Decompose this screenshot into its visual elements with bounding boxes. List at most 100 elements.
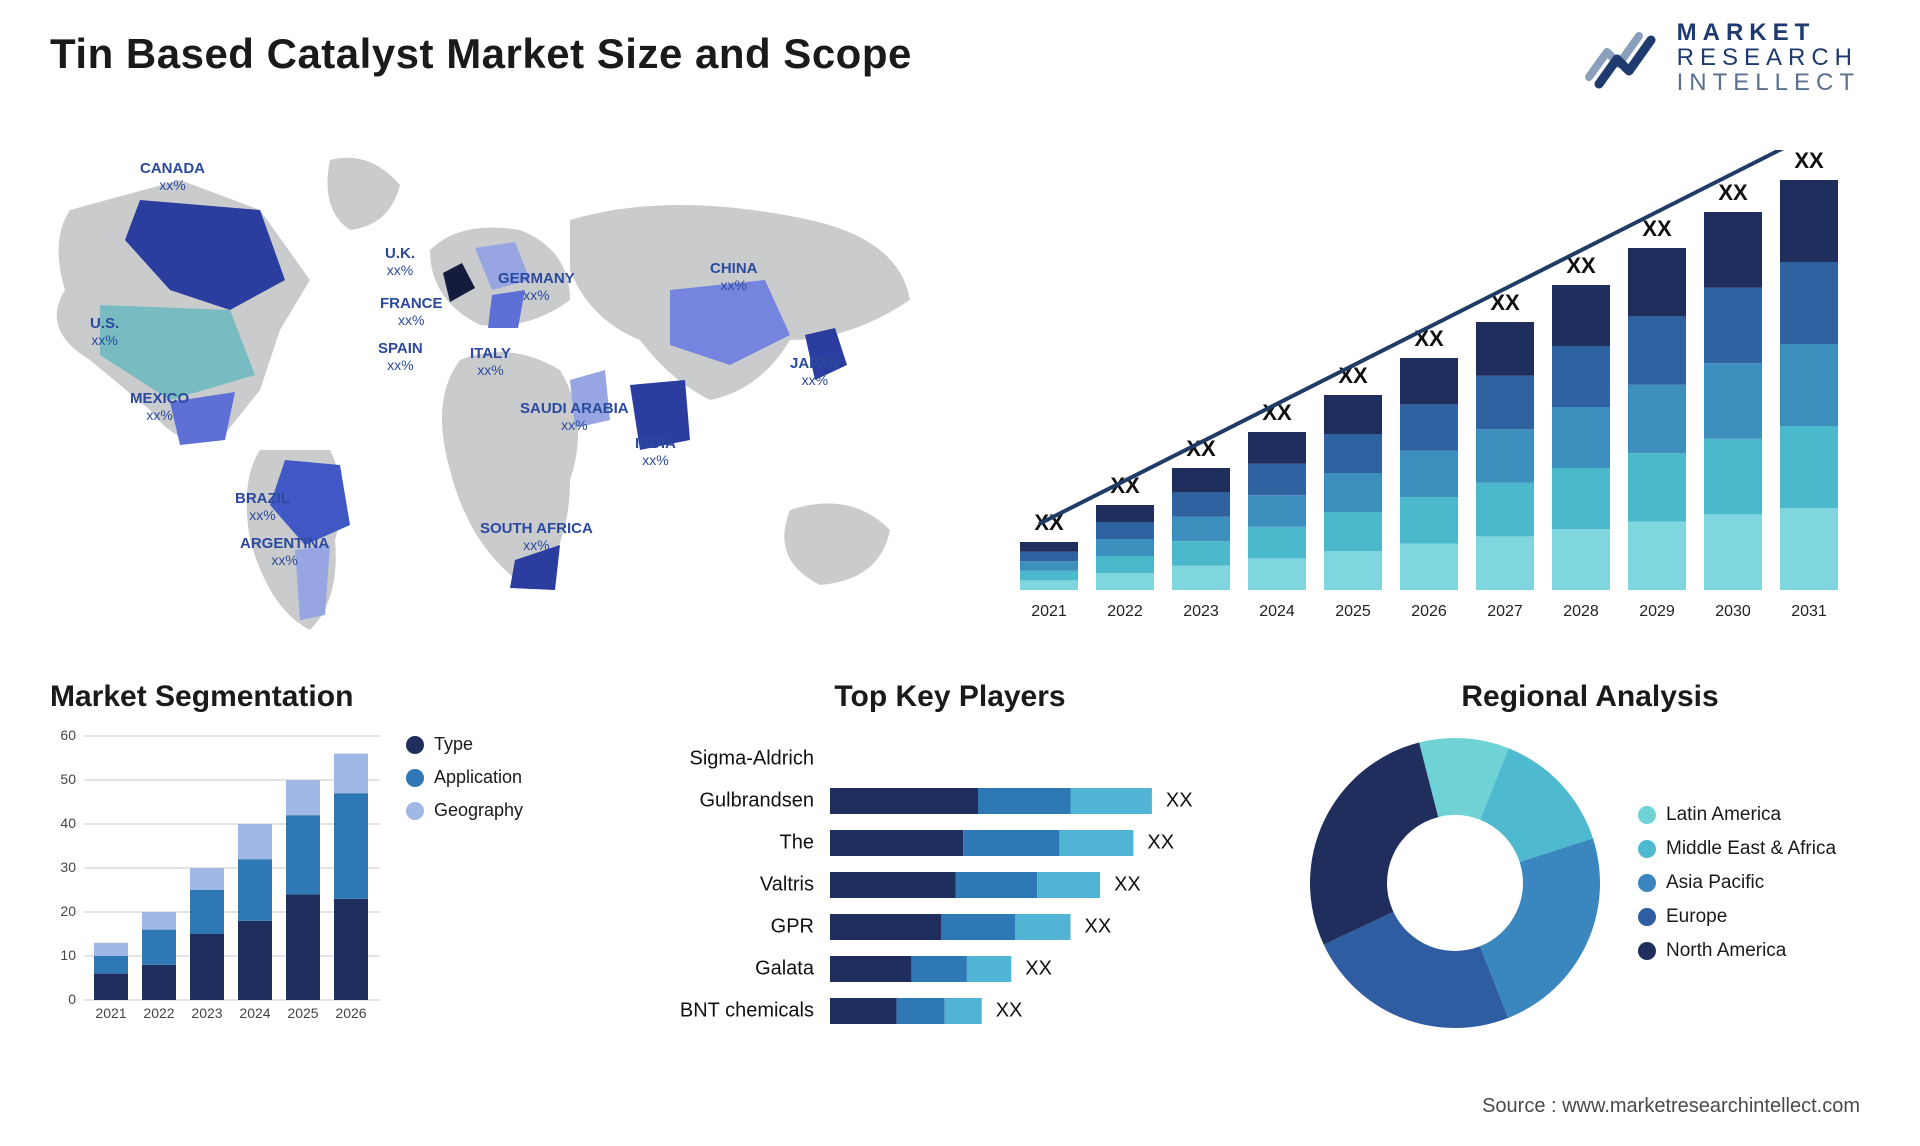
map-label-pct: xx% bbox=[130, 407, 189, 423]
svg-text:2023: 2023 bbox=[1183, 603, 1219, 620]
segmentation-legend-item: Application bbox=[406, 767, 523, 788]
regional-legend-item: North America bbox=[1638, 940, 1836, 962]
svg-text:2028: 2028 bbox=[1563, 603, 1599, 620]
regional-panel: Regional Analysis Latin AmericaMiddle Ea… bbox=[1300, 680, 1880, 1038]
map-label-pct: xx% bbox=[635, 452, 676, 468]
logo-line-1: MARKET bbox=[1677, 20, 1860, 45]
map-label-pct: xx% bbox=[470, 362, 511, 378]
legend-label: Europe bbox=[1666, 906, 1727, 928]
svg-text:XX: XX bbox=[1414, 326, 1444, 351]
segmentation-title: Market Segmentation bbox=[50, 680, 590, 714]
map-label-name: MEXICO bbox=[130, 390, 189, 407]
map-label-china: CHINAxx% bbox=[710, 260, 758, 293]
map-label-pct: xx% bbox=[480, 537, 593, 553]
legend-label: Application bbox=[434, 767, 522, 788]
main-growth-chart: XX2021XX2022XX2023XX2024XX2025XX2026XX20… bbox=[1000, 150, 1860, 630]
brand-logo: MARKET RESEARCH INTELLECT bbox=[1585, 20, 1860, 96]
key-players-title: Top Key Players bbox=[640, 680, 1260, 714]
svg-text:The: The bbox=[780, 831, 814, 853]
legend-label: North America bbox=[1666, 940, 1786, 962]
legend-label: Type bbox=[434, 734, 473, 755]
logo-line-3: INTELLECT bbox=[1677, 70, 1860, 95]
svg-text:XX: XX bbox=[1085, 915, 1112, 937]
map-label-spain: SPAINxx% bbox=[378, 340, 423, 373]
map-label-argentina: ARGENTINAxx% bbox=[240, 535, 329, 568]
logo-icon bbox=[1585, 22, 1663, 94]
map-label-pct: xx% bbox=[140, 177, 205, 193]
map-label-name: SOUTH AFRICA bbox=[480, 520, 593, 537]
page-title: Tin Based Catalyst Market Size and Scope bbox=[50, 30, 912, 78]
svg-text:2023: 2023 bbox=[191, 1005, 222, 1021]
svg-text:10: 10 bbox=[60, 947, 76, 963]
svg-text:2021: 2021 bbox=[95, 1005, 126, 1021]
svg-text:2026: 2026 bbox=[1411, 603, 1447, 620]
svg-text:XX: XX bbox=[1147, 831, 1174, 853]
legend-label: Geography bbox=[434, 800, 523, 821]
map-label-name: U.K. bbox=[385, 245, 415, 262]
legend-swatch bbox=[1638, 942, 1656, 960]
map-label-pct: xx% bbox=[498, 287, 575, 303]
svg-text:20: 20 bbox=[60, 903, 76, 919]
svg-text:2022: 2022 bbox=[143, 1005, 174, 1021]
svg-text:2029: 2029 bbox=[1639, 603, 1675, 620]
legend-label: Latin America bbox=[1666, 804, 1781, 826]
map-label-france: FRANCExx% bbox=[380, 295, 443, 328]
map-label-pct: xx% bbox=[790, 372, 840, 388]
svg-text:XX: XX bbox=[1642, 216, 1672, 241]
svg-text:BNT chemicals: BNT chemicals bbox=[680, 999, 814, 1021]
logo-line-2: RESEARCH bbox=[1677, 45, 1860, 70]
map-label-name: CHINA bbox=[710, 260, 758, 277]
svg-text:60: 60 bbox=[60, 728, 76, 743]
map-label-italy: ITALYxx% bbox=[470, 345, 511, 378]
svg-text:2025: 2025 bbox=[287, 1005, 318, 1021]
map-label-saudi-arabia: SAUDI ARABIAxx% bbox=[520, 400, 629, 433]
legend-label: Asia Pacific bbox=[1666, 872, 1764, 894]
map-label-pct: xx% bbox=[240, 552, 329, 568]
map-label-japan: JAPANxx% bbox=[790, 355, 840, 388]
map-label-pct: xx% bbox=[90, 332, 119, 348]
map-label-name: U.S. bbox=[90, 315, 119, 332]
svg-text:XX: XX bbox=[1025, 957, 1052, 979]
legend-swatch bbox=[406, 736, 424, 754]
map-label-name: SPAIN bbox=[378, 340, 423, 357]
world-map: CANADAxx%U.S.xx%MEXICOxx%BRAZILxx%ARGENT… bbox=[30, 130, 950, 650]
map-label-pct: xx% bbox=[710, 277, 758, 293]
svg-text:2024: 2024 bbox=[1259, 603, 1295, 620]
map-label-south-africa: SOUTH AFRICAxx% bbox=[480, 520, 593, 553]
svg-text:2025: 2025 bbox=[1335, 603, 1371, 620]
svg-text:XX: XX bbox=[1794, 150, 1824, 173]
legend-swatch bbox=[1638, 806, 1656, 824]
segmentation-legend-item: Geography bbox=[406, 800, 523, 821]
regional-legend: Latin AmericaMiddle East & AfricaAsia Pa… bbox=[1638, 798, 1836, 968]
map-label-name: GERMANY bbox=[498, 270, 575, 287]
map-label-brazil: BRAZILxx% bbox=[235, 490, 290, 523]
source-text: Source : www.marketresearchintellect.com bbox=[1482, 1095, 1860, 1118]
map-label-pct: xx% bbox=[385, 262, 415, 278]
map-label-name: SAUDI ARABIA bbox=[520, 400, 629, 417]
svg-text:40: 40 bbox=[60, 815, 76, 831]
svg-text:Valtris: Valtris bbox=[760, 873, 814, 895]
svg-text:XX: XX bbox=[996, 999, 1023, 1021]
map-label-pct: xx% bbox=[520, 417, 629, 433]
key-players-panel: Top Key Players Sigma-AldrichGulbrandsen… bbox=[640, 680, 1260, 1033]
map-label-u-k-: U.K.xx% bbox=[385, 245, 415, 278]
regional-legend-item: Europe bbox=[1638, 906, 1836, 928]
map-label-mexico: MEXICOxx% bbox=[130, 390, 189, 423]
svg-text:XX: XX bbox=[1166, 789, 1193, 811]
svg-text:XX: XX bbox=[1114, 873, 1141, 895]
svg-text:0: 0 bbox=[68, 991, 76, 1007]
segmentation-legend-item: Type bbox=[406, 734, 523, 755]
svg-text:XX: XX bbox=[1718, 180, 1748, 205]
map-label-india: INDIAxx% bbox=[635, 435, 676, 468]
segmentation-legend: Type Application Geography bbox=[406, 728, 523, 827]
legend-swatch bbox=[406, 769, 424, 787]
regional-legend-item: Latin America bbox=[1638, 804, 1836, 826]
svg-text:Galata: Galata bbox=[755, 957, 815, 979]
map-label-name: ARGENTINA bbox=[240, 535, 329, 552]
legend-swatch bbox=[1638, 874, 1656, 892]
map-label-pct: xx% bbox=[235, 507, 290, 523]
regional-legend-item: Asia Pacific bbox=[1638, 872, 1836, 894]
regional-title: Regional Analysis bbox=[1300, 680, 1880, 714]
svg-text:2026: 2026 bbox=[335, 1005, 366, 1021]
svg-text:GPR: GPR bbox=[771, 915, 814, 937]
